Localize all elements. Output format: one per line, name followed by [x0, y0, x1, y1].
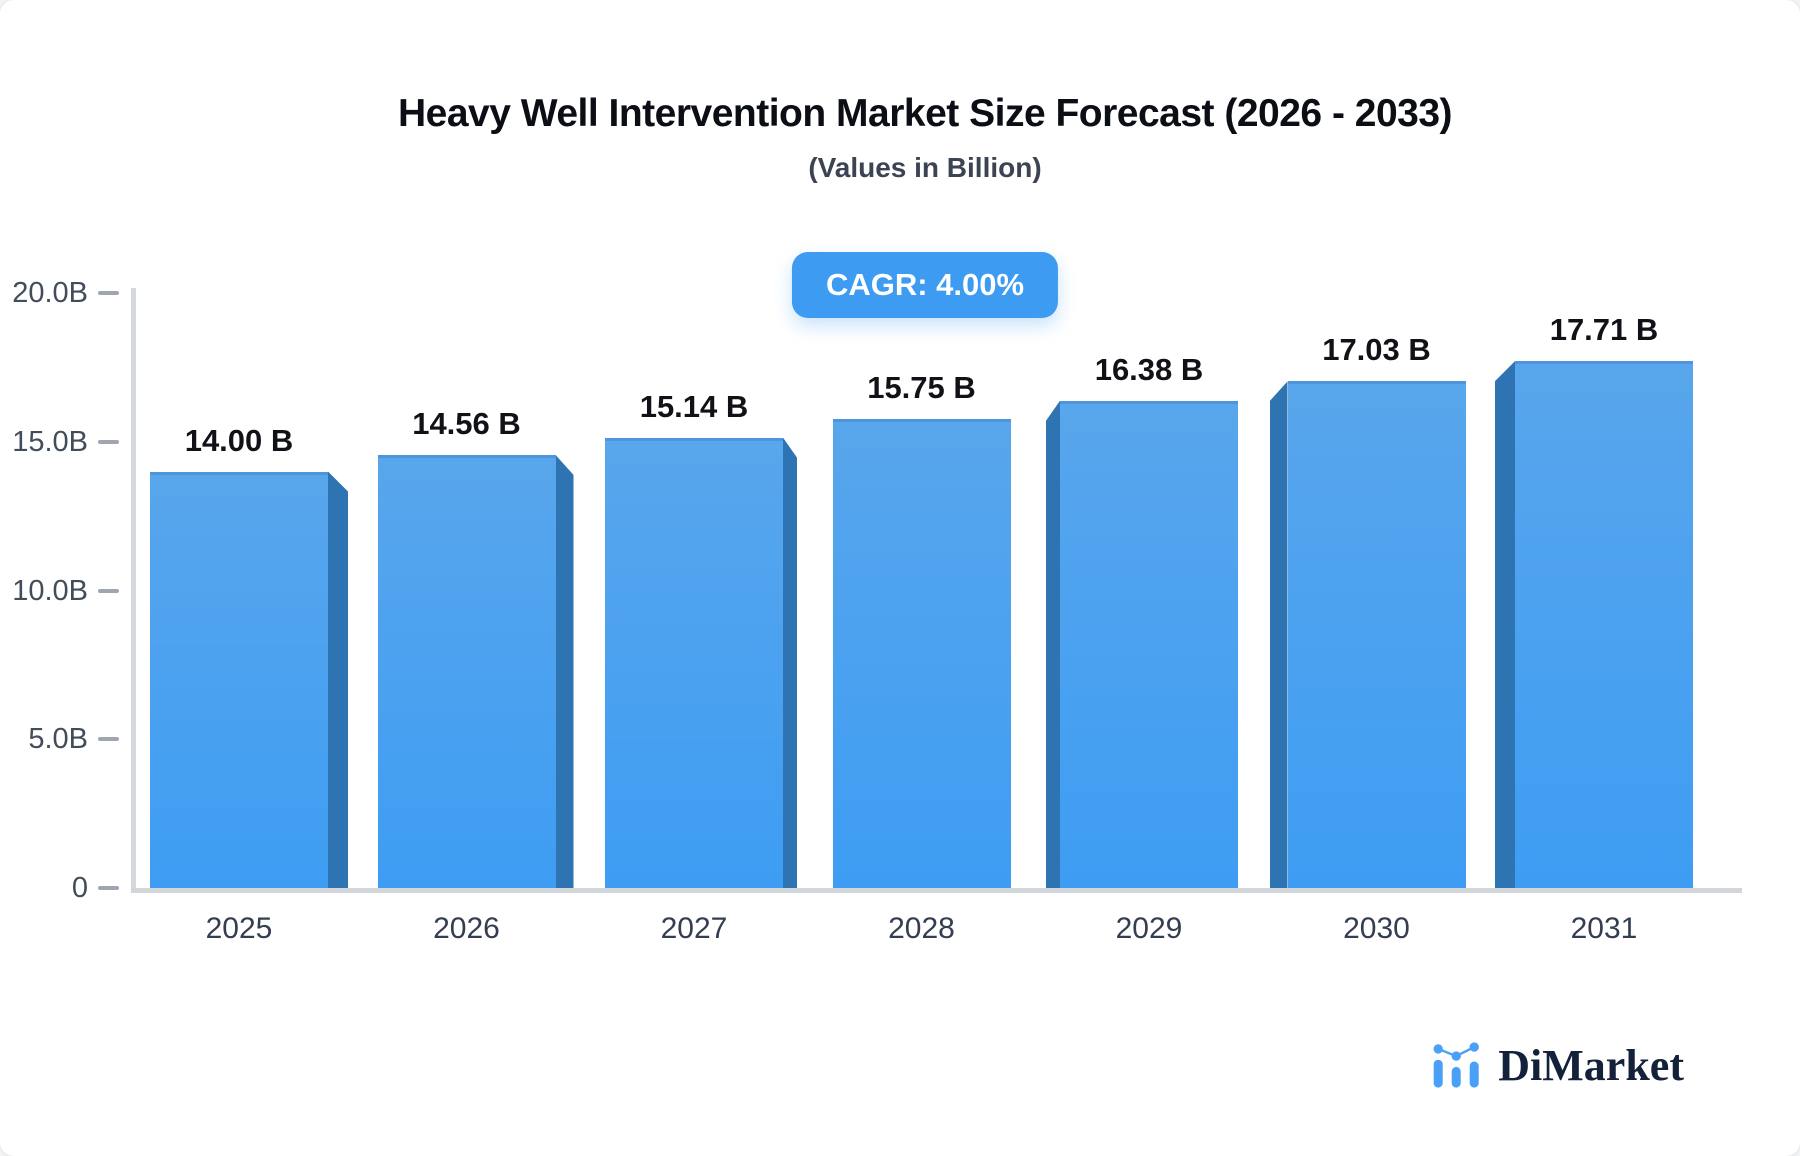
x-category-label: 2026: [433, 912, 500, 945]
x-category-label: 2027: [660, 912, 728, 945]
y-tick-label: 10.0B: [12, 574, 88, 607]
x-category-label: 2030: [1343, 912, 1410, 945]
bar-side-face: [1046, 400, 1060, 888]
bar-value-label: 17.71 B: [1549, 312, 1659, 348]
bar-line-chart-icon: [1431, 1039, 1485, 1093]
brand-logo-text: DiMarket: [1498, 1041, 1684, 1090]
bar-side-face: [783, 437, 797, 888]
bar-value-label: 15.75 B: [867, 370, 976, 406]
y-tick-label: 0: [71, 872, 88, 904]
cagr-badge: CAGR: 4.00%: [791, 252, 1059, 318]
bar-2026[interactable]: [377, 454, 556, 888]
y-tick-dash: [98, 588, 119, 593]
bar-value-label: 17.03 B: [1322, 332, 1431, 368]
bar-2031[interactable]: [1515, 361, 1693, 888]
x-axis-line: [131, 888, 1742, 893]
bar-value-label: 16.38 B: [1094, 351, 1204, 387]
y-tick-label: 15.0B: [12, 425, 88, 458]
x-category-label: 2025: [205, 912, 273, 945]
y-tick-label: 20.0B: [12, 277, 88, 309]
x-category-label: 2028: [888, 912, 955, 945]
bar-side-face: [328, 471, 348, 888]
y-tick-dash: [98, 439, 119, 444]
bar-side-face: [1495, 361, 1515, 888]
chart-title: Heavy Well Intervention Market Size Fore…: [397, 92, 1453, 135]
x-category-label: 2029: [1115, 912, 1183, 945]
x-category-label: 2031: [1570, 912, 1638, 945]
bar-value-label: 14.00 B: [184, 422, 294, 458]
y-tick-dash: [98, 291, 119, 295]
bar-2030[interactable]: [1287, 381, 1466, 888]
bar-value-label: 14.56 B: [412, 405, 521, 441]
y-tick-dash: [98, 737, 119, 742]
y-axis-line: [131, 288, 136, 893]
bar-2028[interactable]: [832, 419, 1011, 888]
bar-side-face: [1269, 381, 1288, 888]
y-tick-dash: [98, 886, 119, 890]
y-tick-label: 5.0B: [28, 723, 88, 756]
bar-2027[interactable]: [605, 437, 783, 888]
bar-2025[interactable]: [150, 471, 328, 888]
chart-subtitle: (Values in Billion): [808, 152, 1042, 183]
brand-logo[interactable]: DiMarket: [1431, 1038, 1684, 1094]
bar-side-face: [555, 454, 574, 888]
bar-2029[interactable]: [1060, 400, 1238, 888]
bar-value-label: 15.14 B: [639, 388, 749, 424]
